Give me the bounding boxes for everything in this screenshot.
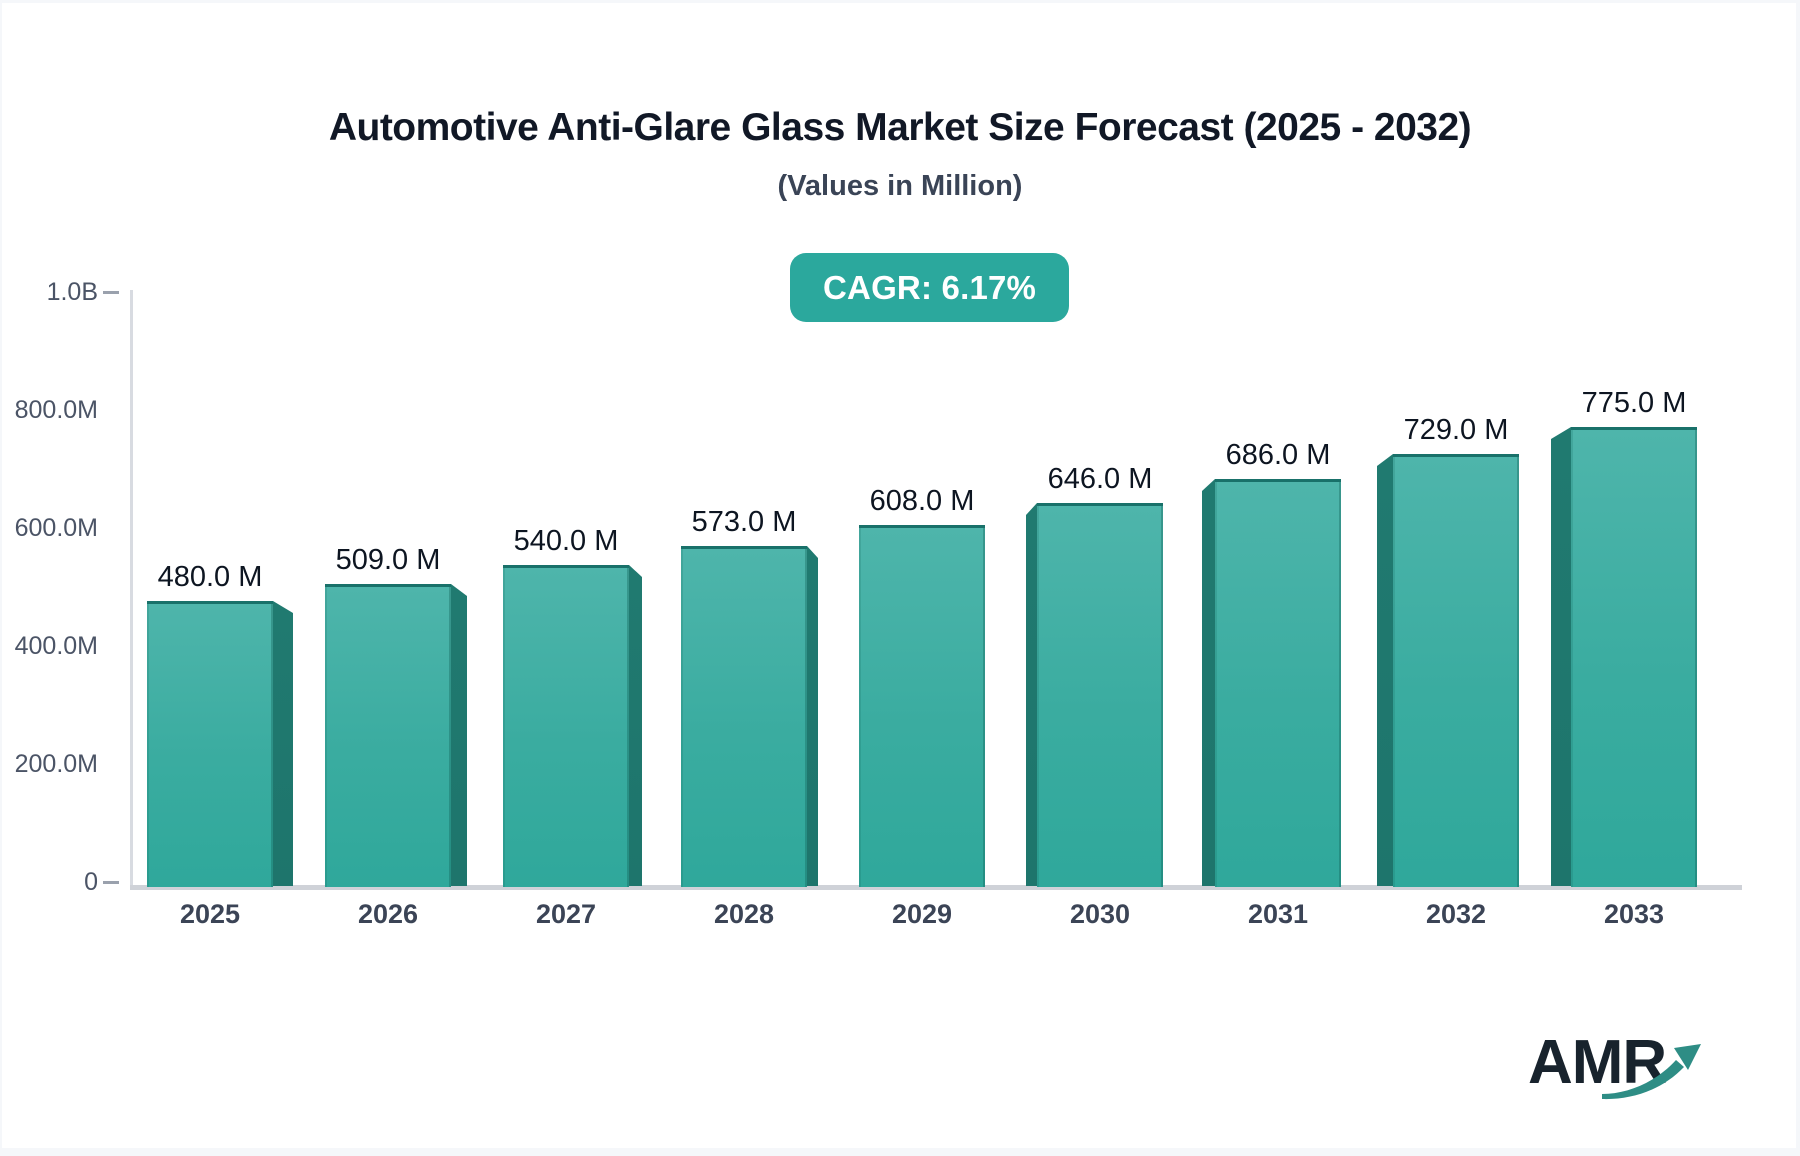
bar-3d-side xyxy=(1202,479,1215,886)
bar-2031 xyxy=(1215,479,1341,887)
x-axis-label-2026: 2026 xyxy=(357,899,419,929)
bar-value-label: 775.0 M xyxy=(1581,387,1687,419)
x-axis-label-2032: 2032 xyxy=(1425,899,1487,929)
chart-title: Automotive Anti-Glare Glass Market Size … xyxy=(328,106,1472,149)
bar-2032 xyxy=(1393,454,1519,887)
y-axis-tick xyxy=(103,880,119,884)
bar-value-label: 729.0 M xyxy=(1403,414,1509,446)
bar-2025 xyxy=(147,601,273,887)
bar-3d-side xyxy=(273,601,293,886)
bar-2026 xyxy=(325,584,451,887)
bar-3d-side xyxy=(451,584,467,886)
chart-subtitle: (Values in Million) xyxy=(777,170,1023,202)
amr-logo-growth-arrow-icon xyxy=(1602,1044,1701,1100)
x-axis-label-2028: 2028 xyxy=(713,899,775,929)
y-axis-label: 800.0M xyxy=(14,396,98,424)
cagr-badge: CAGR: 6.17% xyxy=(790,253,1070,322)
bar-3d-side xyxy=(807,546,818,886)
bar-2027 xyxy=(503,565,629,887)
bar-3d-side xyxy=(629,565,642,886)
bar-3d-side xyxy=(1377,454,1393,886)
bar-3d-side xyxy=(1026,503,1037,886)
x-axis-label-2033: 2033 xyxy=(1603,899,1665,929)
x-axis-label-2029: 2029 xyxy=(891,899,953,929)
x-axis-baseline xyxy=(130,885,1742,890)
bar-2028 xyxy=(681,546,807,887)
x-axis-label-2025: 2025 xyxy=(179,899,241,929)
bar-2029 xyxy=(859,525,985,887)
y-axis-label: 600.0M xyxy=(14,514,98,542)
y-axis-line xyxy=(130,290,133,888)
y-axis-label: 0 xyxy=(84,868,98,896)
x-axis-label-2030: 2030 xyxy=(1069,899,1131,929)
bar-2030 xyxy=(1037,503,1163,887)
bar-value-label: 509.0 M xyxy=(335,544,441,576)
x-axis-label-2027: 2027 xyxy=(535,899,597,929)
bar-value-label: 480.0 M xyxy=(157,561,263,593)
bar-2033 xyxy=(1571,427,1697,887)
y-axis-label: 400.0M xyxy=(14,632,98,660)
bar-value-label: 646.0 M xyxy=(1047,463,1153,495)
bar-value-label: 540.0 M xyxy=(513,525,619,557)
y-axis-label: 200.0M xyxy=(14,750,98,778)
y-axis-label: 1.0B xyxy=(46,278,98,306)
bar-3d-side xyxy=(1551,427,1571,886)
amr-logo-text: AMR xyxy=(1528,1028,1667,1097)
x-axis-label-2031: 2031 xyxy=(1247,899,1309,929)
bar-value-label: 573.0 M xyxy=(691,506,797,538)
y-axis-tick xyxy=(103,290,119,294)
bar-value-label: 686.0 M xyxy=(1225,439,1331,471)
bar-value-label: 608.0 M xyxy=(869,485,975,517)
